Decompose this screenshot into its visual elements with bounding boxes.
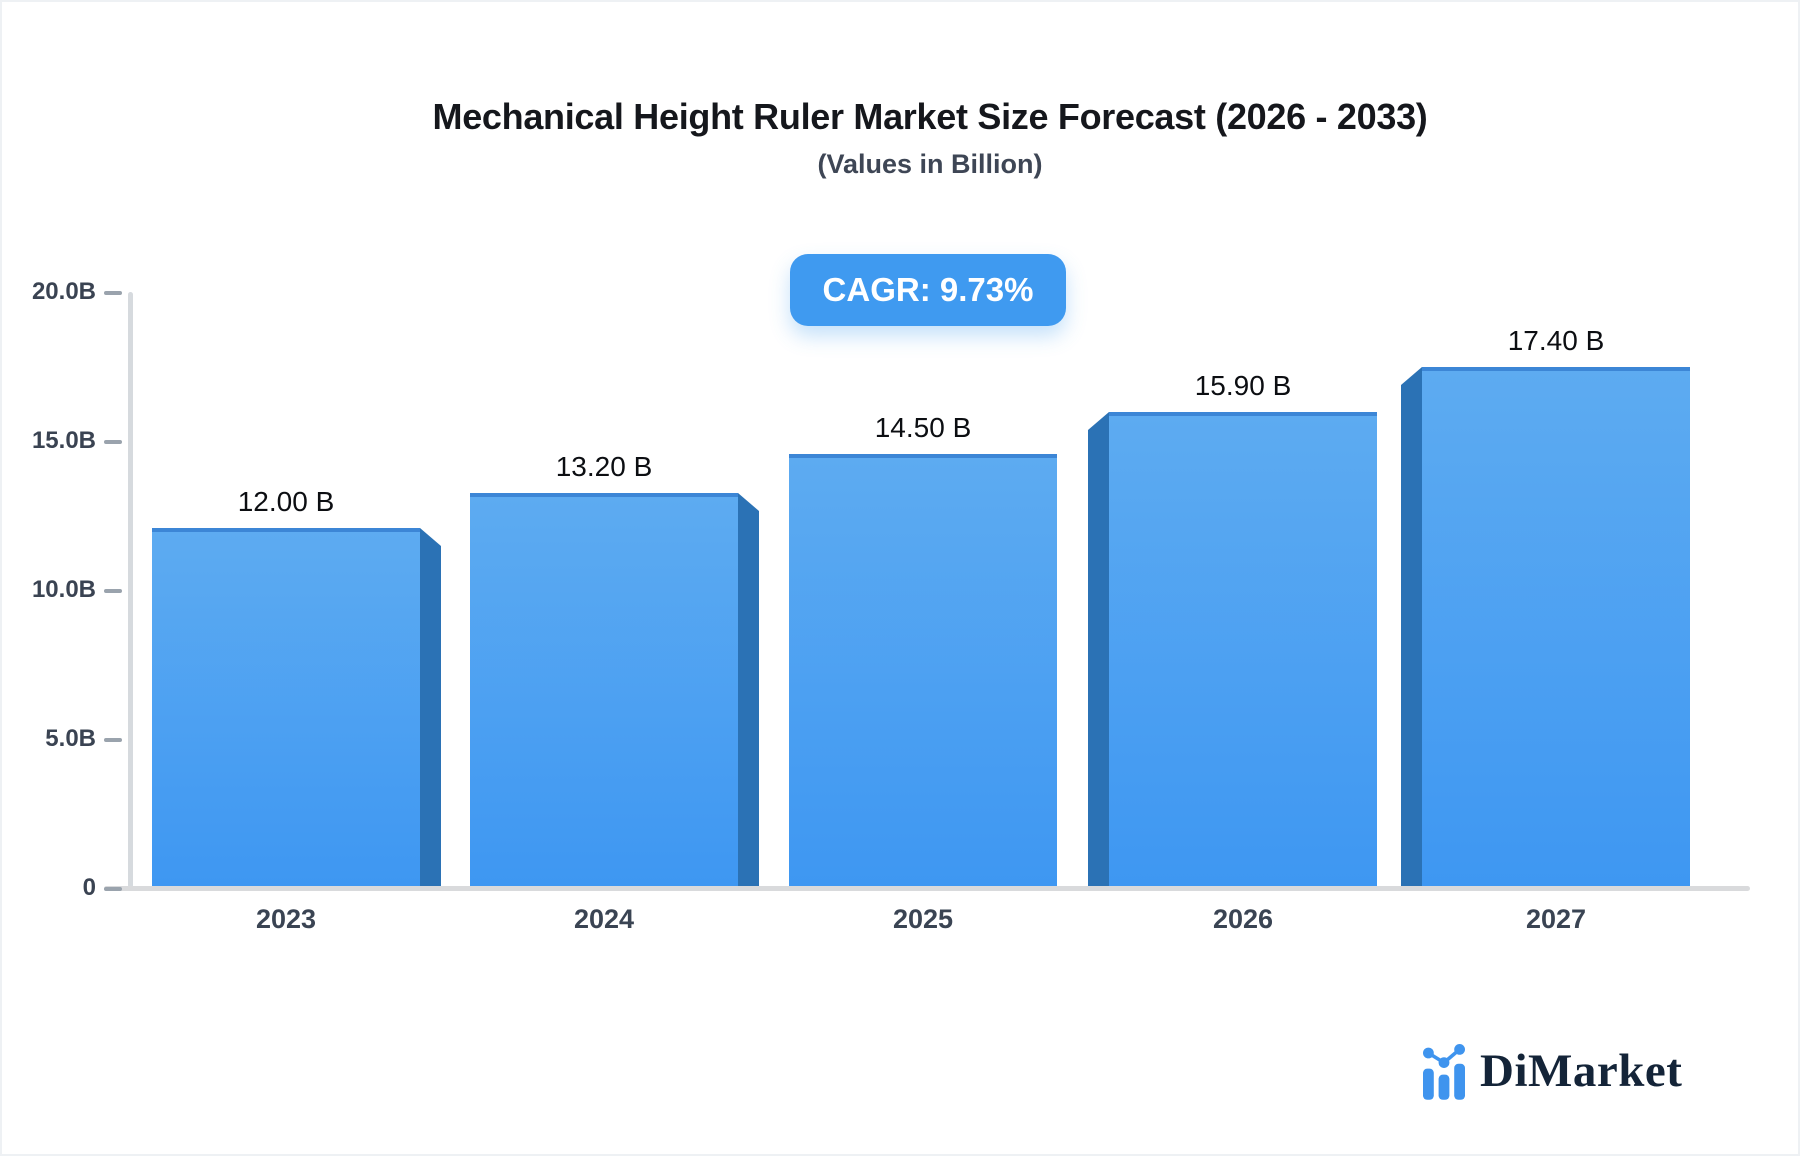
bar-3d-side-panel (738, 493, 759, 886)
bar-3d-side-panel (1088, 412, 1109, 886)
x-axis-label: 2027 (1525, 904, 1587, 934)
brand-name: DiMarket (1480, 1045, 1683, 1097)
bar-value-label: 13.20 B (555, 451, 653, 482)
y-axis-tick-mark (104, 738, 122, 742)
bar-2027[interactable] (1422, 367, 1690, 886)
y-axis-tick-mark (104, 291, 122, 295)
bar-2024[interactable] (470, 493, 738, 886)
y-axis-tick-label: 0 (82, 874, 96, 901)
bar-value-label: 14.50 B (874, 412, 972, 443)
x-axis-label: 2024 (573, 904, 635, 934)
y-axis-tick-mark (104, 440, 122, 444)
bar-3d-side-panel (420, 528, 441, 886)
bar-2023[interactable] (152, 528, 420, 886)
y-axis-tick-mark (104, 589, 122, 593)
bar-2025[interactable] (789, 454, 1057, 886)
chart-title: Mechanical Height Ruler Market Size Fore… (432, 96, 1428, 137)
y-axis-tick-mark (104, 887, 122, 891)
bar-3d-side-panel (1401, 367, 1422, 886)
y-axis-tick-label: 15.0B (31, 427, 96, 454)
cagr-badge: CAGR: 9.73% (790, 254, 1066, 326)
brand-logo[interactable]: DiMarket (1420, 1042, 1682, 1100)
y-axis-tick-label: 10.0B (31, 576, 96, 603)
cagr-badge-label: CAGR: 9.73% (822, 271, 1034, 308)
bar-value-label: 15.90 B (1194, 370, 1292, 401)
bar-value-label: 12.00 B (237, 486, 335, 517)
bar-value-label: 17.40 B (1507, 325, 1605, 356)
x-axis-baseline (104, 886, 1750, 891)
bar-2026[interactable] (1109, 412, 1377, 886)
y-axis-tick-label: 20.0B (31, 278, 96, 305)
x-axis-label: 2026 (1212, 904, 1274, 934)
x-axis-label: 2023 (255, 904, 317, 934)
chart-subtitle: (Values in Billion) (817, 149, 1043, 179)
y-axis-tick-label: 5.0B (45, 725, 96, 752)
bar-line-chart-icon (1420, 1042, 1468, 1100)
x-axis-label: 2025 (892, 904, 954, 934)
y-axis-line (128, 292, 133, 888)
